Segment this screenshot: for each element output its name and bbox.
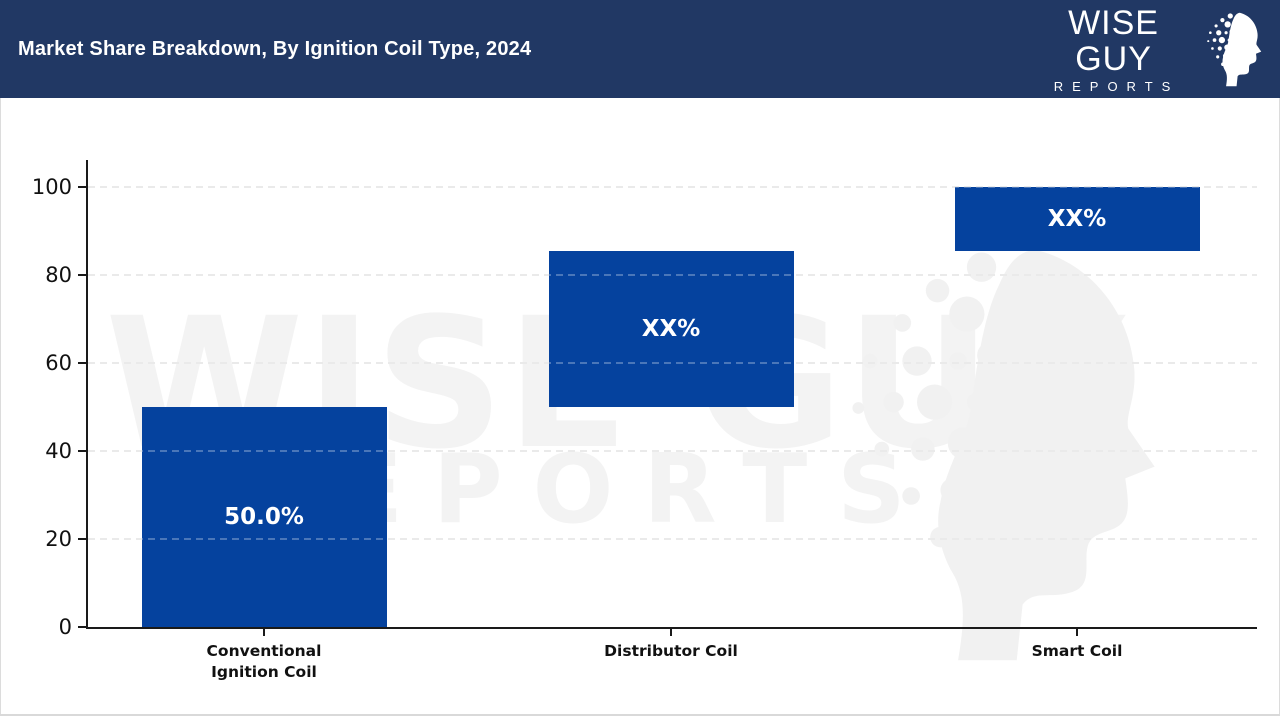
x-tick-label: Conventional Ignition Coil [104, 641, 424, 683]
logo-text: WISE GUY REPORTS [1026, 5, 1201, 94]
x-tick-label: Smart Coil [917, 641, 1237, 662]
x-tick-mark [670, 627, 672, 636]
chart-title: Market Share Breakdown, By Ignition Coil… [18, 37, 532, 60]
x-tick-label-line: Distributor Coil [604, 642, 738, 660]
plot-area: 0 20 40 60 80 100 50.0% XX% XX% Conventional Ignit… [0, 98, 1280, 720]
image-border-left [0, 98, 1, 716]
bar: XX% [548, 250, 794, 407]
grid-line-overlay [88, 186, 1257, 188]
grid-line [88, 450, 1257, 452]
wise-guy-reports-logo: WISE GUY REPORTS [1026, 5, 1266, 94]
face-profile-icon [1207, 12, 1262, 87]
x-tick-label-line: Conventional [206, 642, 322, 660]
header-band: Market Share Breakdown, By Ignition Coil… [0, 0, 1280, 98]
bar: 50.0% [141, 407, 387, 627]
y-tick-label: 60 [45, 351, 72, 375]
x-tick-mark [1076, 627, 1078, 636]
y-tick-mark [78, 626, 88, 628]
logo-wordmark: WISE GUY [1068, 3, 1159, 78]
y-tick-mark [78, 274, 88, 276]
bar-value-label: 50.0% [224, 504, 304, 530]
y-tick-mark [78, 450, 88, 452]
x-tick-label-line: Smart Coil [1031, 642, 1123, 660]
bar-value-label: XX% [1047, 205, 1107, 232]
grid-line [88, 538, 1257, 540]
y-tick-mark [78, 186, 88, 188]
image-border-bottom [0, 714, 1280, 716]
watermark-face-profile-icon [852, 249, 1155, 661]
x-tick-mark [263, 627, 265, 636]
logo-subtitle: REPORTS [1053, 78, 1180, 94]
y-tick-label: 20 [45, 527, 72, 551]
grid-line-overlay [88, 362, 1257, 364]
y-axis-line [86, 160, 88, 629]
y-tick-label: 0 [58, 615, 72, 639]
x-axis-line [86, 627, 1257, 629]
y-tick-mark [78, 538, 88, 540]
grid-line-overlay [88, 538, 1257, 540]
x-tick-label: Distributor Coil [511, 641, 831, 662]
grid-line-overlay [88, 274, 1257, 276]
y-tick-label: 40 [45, 439, 72, 463]
bar-value-label: XX% [641, 315, 701, 342]
grid-line [88, 186, 1257, 188]
y-tick-label: 100 [31, 175, 72, 199]
x-tick-label-line: Ignition Coil [211, 663, 317, 681]
y-tick-label: 80 [45, 263, 72, 287]
y-tick-mark [78, 362, 88, 364]
bar: XX% [954, 187, 1200, 251]
grid-line-overlay [88, 450, 1257, 452]
